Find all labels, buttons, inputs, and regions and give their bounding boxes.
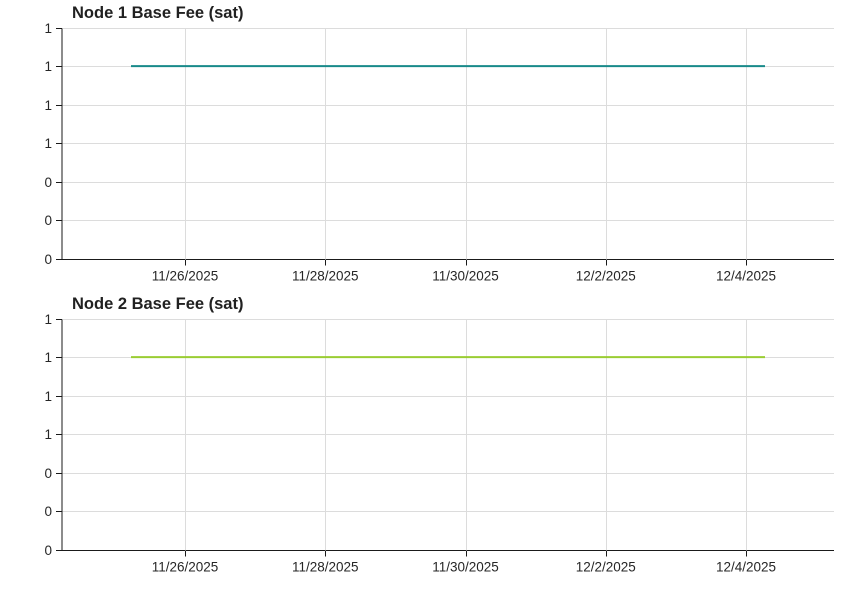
svg-text:11/26/2025: 11/26/2025	[152, 269, 219, 284]
svg-text:0: 0	[44, 543, 52, 558]
svg-text:12/4/2025: 12/4/2025	[716, 560, 776, 575]
svg-text:12/2/2025: 12/2/2025	[576, 269, 636, 284]
svg-text:1: 1	[44, 136, 52, 151]
svg-text:11/30/2025: 11/30/2025	[432, 269, 499, 284]
svg-text:12/4/2025: 12/4/2025	[716, 269, 776, 284]
svg-text:11/26/2025: 11/26/2025	[152, 560, 219, 575]
svg-text:1: 1	[44, 389, 52, 404]
svg-text:0: 0	[44, 213, 52, 228]
svg-text:1: 1	[44, 98, 52, 113]
svg-text:1: 1	[44, 350, 52, 365]
svg-text:0: 0	[44, 466, 52, 481]
svg-text:11/30/2025: 11/30/2025	[432, 560, 499, 575]
svg-text:0: 0	[44, 175, 52, 190]
svg-text:1: 1	[44, 59, 52, 74]
svg-text:12/2/2025: 12/2/2025	[576, 560, 636, 575]
svg-text:11/28/2025: 11/28/2025	[292, 269, 359, 284]
svg-text:1: 1	[44, 427, 52, 442]
svg-text:1: 1	[44, 312, 52, 327]
svg-text:11/28/2025: 11/28/2025	[292, 560, 359, 575]
svg-text:1: 1	[44, 21, 52, 36]
svg-text:0: 0	[44, 504, 52, 519]
svg-text:0: 0	[44, 252, 52, 267]
